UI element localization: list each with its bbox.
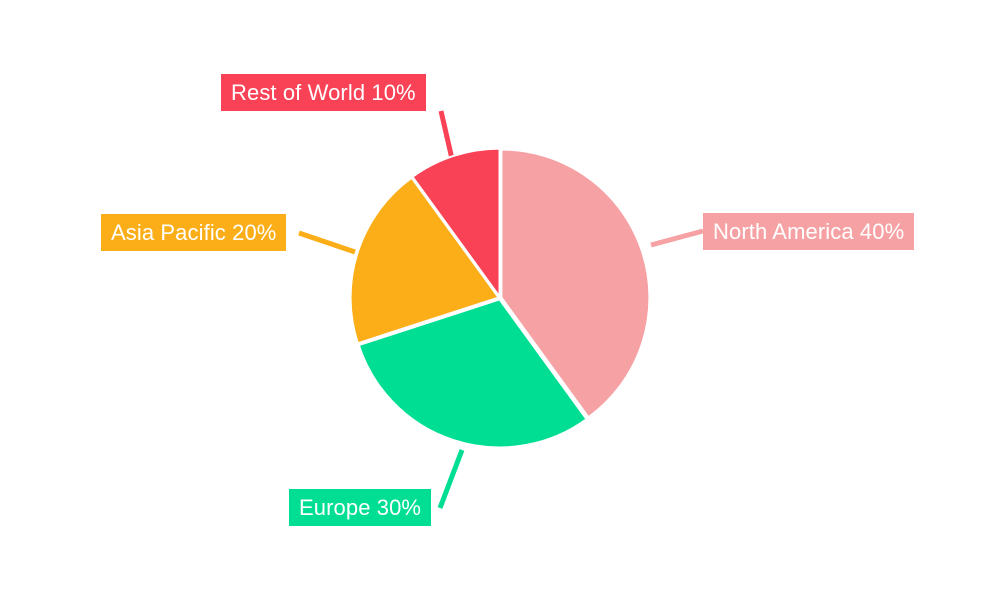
pie-label-europe-text: Europe 30% bbox=[299, 494, 422, 520]
leader-line-north-america bbox=[650, 228, 704, 248]
pie-slice-rest-of-world[interactable] bbox=[411, 147, 501, 300]
leader-line-asia-pacific bbox=[298, 230, 356, 255]
pie-slice-group bbox=[349, 147, 651, 449]
pie-label-rest-of-world-text: Rest of World 10% bbox=[231, 79, 416, 105]
pie-label-north-america-text: North America 40% bbox=[713, 218, 905, 244]
pie-label-asia-pacific-text: Asia Pacific 20% bbox=[111, 219, 277, 245]
pie-label-asia-pacific: Asia Pacific 20% bbox=[101, 214, 287, 251]
pie-slice-asia-pacific[interactable] bbox=[349, 176, 501, 345]
pie-slice-north-america[interactable] bbox=[500, 148, 651, 419]
pie-slice-europe[interactable] bbox=[357, 298, 588, 449]
pie-label-rest-of-world: Rest of World 10% bbox=[221, 74, 426, 111]
leader-line-europe bbox=[437, 449, 465, 509]
pie-label-europe: Europe 30% bbox=[289, 489, 432, 526]
pie-label-north-america: North America 40% bbox=[703, 213, 915, 250]
